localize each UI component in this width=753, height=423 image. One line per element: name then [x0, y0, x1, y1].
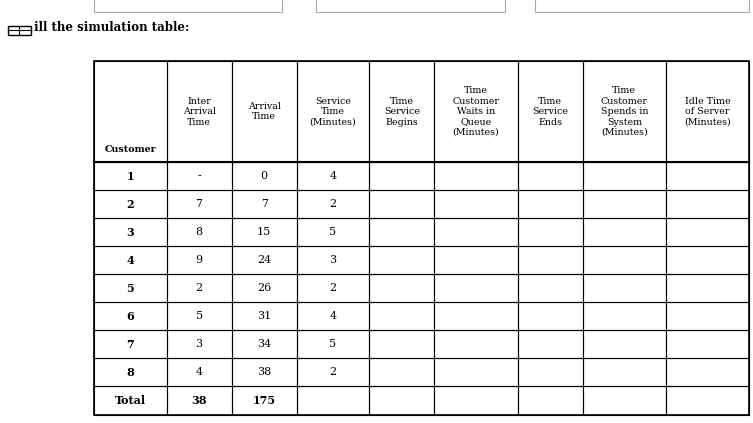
Text: Arrival
Time: Arrival Time	[248, 102, 281, 121]
Text: 7: 7	[261, 199, 268, 209]
Text: 26: 26	[257, 283, 271, 293]
Text: 7: 7	[127, 339, 134, 350]
Text: 7: 7	[196, 199, 203, 209]
Text: 9: 9	[196, 255, 203, 265]
Text: 4: 4	[330, 171, 337, 181]
Text: 8: 8	[127, 367, 134, 378]
Text: 8: 8	[196, 227, 203, 237]
Text: 5: 5	[196, 311, 203, 321]
Text: ill the simulation table:: ill the simulation table:	[34, 21, 190, 34]
Text: 2: 2	[330, 199, 337, 209]
Text: 3: 3	[330, 255, 337, 265]
Text: 24: 24	[257, 255, 271, 265]
Text: Customer: Customer	[105, 146, 156, 154]
Text: 1: 1	[127, 170, 134, 181]
Text: Time
Service
Begins: Time Service Begins	[384, 97, 419, 126]
Text: 4: 4	[330, 311, 337, 321]
Text: 0: 0	[261, 171, 268, 181]
Text: Service
Time
(Minutes): Service Time (Minutes)	[309, 97, 356, 126]
Text: 3: 3	[196, 339, 203, 349]
Text: 2: 2	[330, 368, 337, 377]
Text: 4: 4	[127, 255, 134, 266]
Text: 15: 15	[257, 227, 271, 237]
Text: 4: 4	[196, 368, 203, 377]
Text: 3: 3	[127, 227, 134, 238]
Text: Idle Time
of Server
(Minutes): Idle Time of Server (Minutes)	[684, 97, 731, 126]
Text: 2: 2	[330, 283, 337, 293]
Text: 2: 2	[196, 283, 203, 293]
Text: Time
Customer
Waits in
Queue
(Minutes): Time Customer Waits in Queue (Minutes)	[453, 86, 499, 137]
Text: Inter
Arrival
Time: Inter Arrival Time	[182, 97, 215, 126]
Text: -: -	[197, 171, 201, 181]
Text: 31: 31	[257, 311, 271, 321]
Text: 38: 38	[191, 395, 207, 406]
Text: 6: 6	[127, 311, 134, 322]
Text: 175: 175	[253, 395, 276, 406]
Text: 38: 38	[257, 368, 271, 377]
Text: Time
Service
Ends: Time Service Ends	[532, 97, 569, 126]
Text: Time
Customer
Spends in
System
(Minutes): Time Customer Spends in System (Minutes)	[601, 86, 648, 137]
Text: 2: 2	[127, 198, 134, 209]
Text: 5: 5	[127, 283, 134, 294]
Text: 34: 34	[257, 339, 271, 349]
Text: 5: 5	[330, 339, 337, 349]
Text: Total: Total	[114, 395, 146, 406]
Text: 5: 5	[330, 227, 337, 237]
